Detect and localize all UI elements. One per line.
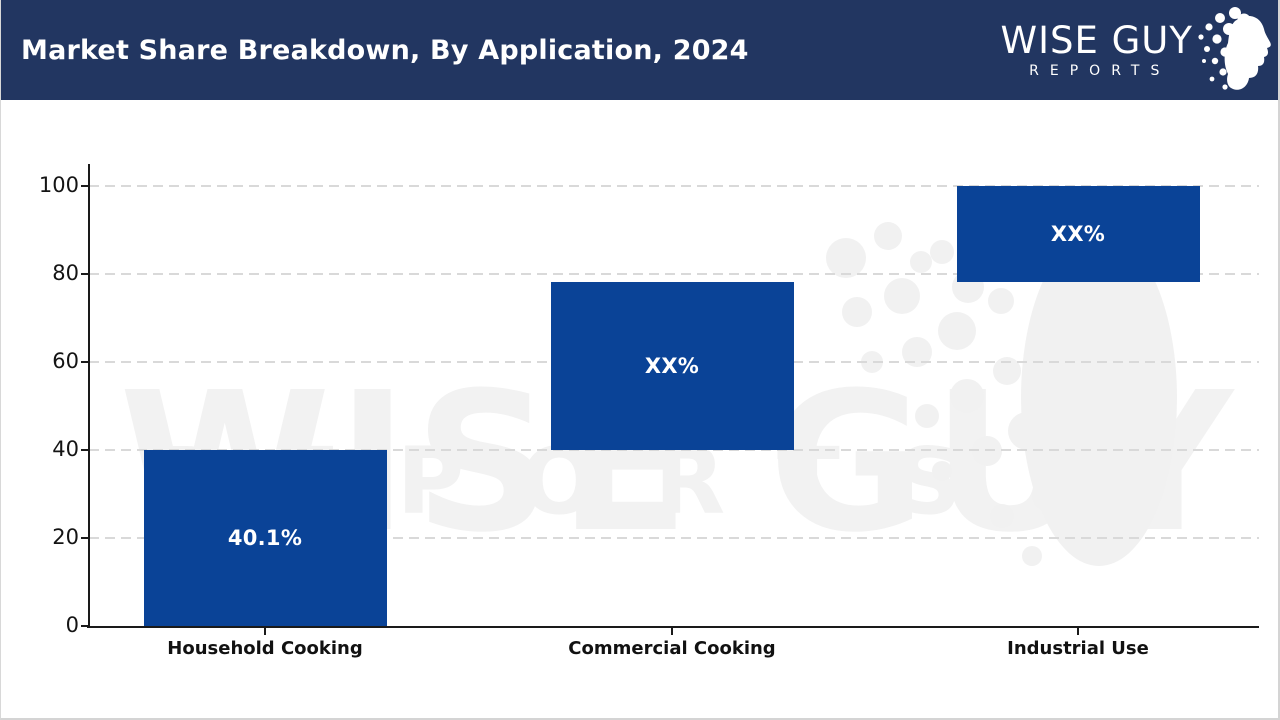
logo-wordmark: WISE GUY [1000, 18, 1193, 62]
bar-segment: 40.1% [143, 449, 387, 626]
bar-value-label: XX% [644, 353, 700, 378]
gridline-horizontal [89, 185, 1259, 187]
y-axis-tick-label: 100 [38, 173, 79, 197]
logo-head-icon [1198, 7, 1271, 90]
brand-logo: WISE GUY REPORTS [1001, 5, 1278, 95]
chart-plot-area: WISE GUY REPORTS 0 20 40 60 80 100 40.1% Househ… [1, 100, 1278, 718]
x-axis-tick-mark [1077, 627, 1079, 635]
x-axis-tick-mark [671, 627, 673, 635]
y-axis-tick-label: 80 [52, 261, 79, 285]
y-axis-tick-label: 0 [65, 613, 79, 637]
gridline-horizontal [89, 449, 1259, 451]
x-axis-category-label: Commercial Cooking [568, 638, 776, 659]
header-bar: Market Share Breakdown, By Application, … [1, 0, 1278, 100]
y-axis-spine [88, 164, 90, 628]
y-axis-tick-label: 40 [52, 437, 79, 461]
page-title: Market Share Breakdown, By Application, … [21, 34, 749, 66]
logo-text: WISE GUY REPORTS [1001, 22, 1193, 79]
x-axis-category-label: Household Cooking [167, 638, 363, 659]
gridline-horizontal [89, 537, 1259, 539]
bar-segment: XX% [550, 281, 794, 450]
bar-value-label: XX% [1050, 221, 1106, 246]
y-axis-tick-mark [81, 273, 89, 275]
bar-value-label: 40.1% [227, 525, 303, 550]
y-axis-tick-label: 60 [52, 349, 79, 373]
x-axis-category-label: Industrial Use [1007, 638, 1149, 659]
y-axis-tick-mark [81, 361, 89, 363]
y-axis-tick-mark [81, 449, 89, 451]
y-axis-tick-mark [81, 625, 89, 627]
y-axis-tick-mark [81, 537, 89, 539]
y-axis-tick-label: 20 [52, 525, 79, 549]
gridline-horizontal [89, 273, 1259, 275]
bar-segment: XX% [956, 186, 1200, 282]
x-axis-spine [87, 626, 1259, 628]
y-axis-tick-mark [81, 185, 89, 187]
x-axis-tick-mark [264, 627, 266, 635]
logo-subtext: REPORTS [1029, 62, 1171, 79]
